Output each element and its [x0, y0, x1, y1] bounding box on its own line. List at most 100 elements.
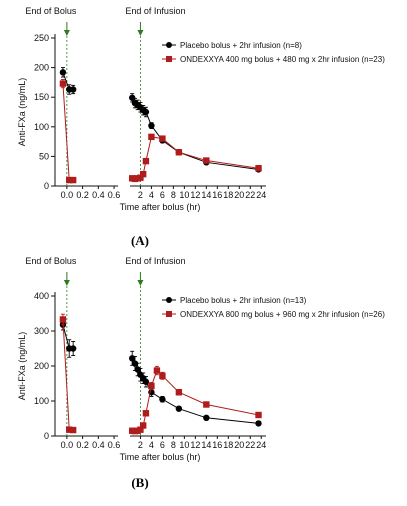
y-tick-label: 200: [34, 361, 49, 371]
x-tick-label: 18: [223, 440, 233, 450]
series-placebo: [59, 67, 262, 173]
x-axis-title: Time after bolus (hr): [120, 452, 201, 462]
data-point-square: [137, 174, 144, 181]
x-tick-label: 22: [245, 190, 255, 200]
data-point-circle: [148, 389, 155, 396]
x-tick-label: 10: [179, 190, 189, 200]
legend-label: Placebo bolus + 2hr infusion (n=8): [180, 41, 302, 50]
panel-label: (B): [131, 475, 148, 490]
y-axis-title: Anti-FXa (ng/mL): [17, 332, 27, 401]
annotation-arrow-head: [63, 30, 70, 36]
x-tick-label: 24: [256, 440, 266, 450]
data-point-square: [159, 135, 166, 142]
data-point-square: [66, 426, 73, 433]
x-tick-label: 10: [179, 440, 189, 450]
data-point-circle: [69, 345, 77, 352]
data-point-square: [153, 367, 161, 374]
x-tick-label: 20: [234, 440, 244, 450]
x-tick-label: 4: [149, 190, 154, 200]
legend-marker-circle: [166, 297, 172, 303]
series-line-left: [62, 83, 74, 181]
data-point-square: [142, 410, 150, 417]
data-point-circle: [255, 420, 262, 427]
panel-label: (A): [131, 233, 149, 248]
x-tick-label: 16: [212, 440, 222, 450]
x-tick-label: 12: [190, 440, 200, 450]
x-tick-label: 6: [160, 440, 165, 450]
legend-label: ONDEXXYA 400 mg bolus + 480 mg x 2hr inf…: [180, 55, 385, 64]
y-tick-label: 400: [34, 291, 49, 301]
x-tick-label: 6: [160, 190, 165, 200]
data-point-square: [175, 389, 183, 396]
data-point-square: [203, 157, 210, 164]
y-tick-label: 200: [34, 63, 49, 73]
data-point-circle: [131, 360, 139, 367]
data-point-square: [175, 149, 183, 156]
data-point-circle: [128, 94, 136, 101]
x-tick-label: 0.6: [108, 440, 121, 450]
data-point-circle: [203, 414, 210, 421]
x-tick-label: 24: [256, 190, 266, 200]
x-tick-label: 14: [201, 440, 211, 450]
data-point-square: [69, 426, 77, 434]
y-tick-label: 0: [44, 181, 49, 191]
series-ondexxya: [59, 313, 262, 435]
data-point-square: [139, 422, 147, 429]
x-tick-label: 14: [201, 190, 211, 200]
x-tick-label: 12: [190, 190, 200, 200]
legend-label: ONDEXXYA 800 mg bolus + 960 mg x 2hr inf…: [180, 310, 385, 319]
x-tick-label: 8: [171, 190, 176, 200]
data-point-circle: [148, 122, 155, 129]
annotation-arrow-head: [137, 30, 144, 36]
data-point-square: [59, 80, 67, 87]
chart-panel-1: 0 50 100 150 200 250 Anti-FXa (ng/mL) 0.0 0.2 0.4…: [17, 6, 385, 248]
y-tick-label: 50: [39, 151, 49, 161]
legend: Placebo bolus + 2hr infusion (n=13) ONDEX…: [162, 296, 385, 319]
data-point-square: [66, 176, 73, 184]
data-point-circle: [69, 86, 77, 93]
annotation-label: End of Infusion: [125, 256, 185, 266]
y-tick-label: 250: [34, 33, 49, 43]
y-tick-label: 100: [34, 396, 49, 406]
y-tick-label: 300: [34, 326, 49, 336]
data-point-circle: [142, 108, 150, 116]
legend-label: Placebo bolus + 2hr infusion (n=13): [180, 296, 307, 305]
data-point-square: [203, 401, 210, 408]
data-point-circle: [142, 378, 150, 385]
data-point-square: [148, 382, 155, 390]
y-tick-label: 150: [34, 92, 49, 102]
data-point-circle: [59, 69, 67, 76]
x-tick-label: 4: [149, 440, 154, 450]
x-tick-label: 16: [212, 190, 222, 200]
series-line-left: [62, 319, 74, 431]
x-tick-label: 2: [138, 440, 143, 450]
data-point-square: [255, 411, 262, 419]
chart-panel-2: 0 100 200 300 400 Anti-FXa (ng/mL) 0.0 0.2 0.4 0.…: [17, 256, 385, 490]
legend-marker-square: [166, 311, 172, 317]
x-tick-label: 0.4: [92, 440, 105, 450]
x-tick-label: 0.4: [92, 190, 105, 200]
x-tick-label: 20: [234, 190, 244, 200]
legend-marker-square: [166, 56, 172, 62]
data-point-square: [69, 176, 77, 184]
y-tick-label: 100: [34, 122, 49, 132]
x-tick-label: 0.2: [76, 440, 89, 450]
y-tick-label: 0: [44, 431, 49, 441]
data-point-square: [148, 133, 155, 141]
x-tick-label: 0.2: [76, 190, 89, 200]
x-tick-label: 0.0: [61, 440, 74, 450]
annotation-arrow-head: [137, 280, 144, 286]
x-tick-label: 22: [245, 440, 255, 450]
annotation-label: End of Infusion: [125, 6, 185, 16]
legend: Placebo bolus + 2hr infusion (n=8) ONDEXX…: [162, 41, 385, 64]
x-tick-label: 8: [171, 440, 176, 450]
annotation-label: End of Bolus: [25, 6, 77, 16]
data-point-circle: [175, 405, 183, 412]
series-ondexxya: [59, 78, 262, 184]
data-point-square: [137, 426, 144, 433]
series-line-right: [132, 369, 259, 432]
x-tick-label: 0.0: [61, 190, 74, 200]
data-point-square: [255, 165, 262, 172]
